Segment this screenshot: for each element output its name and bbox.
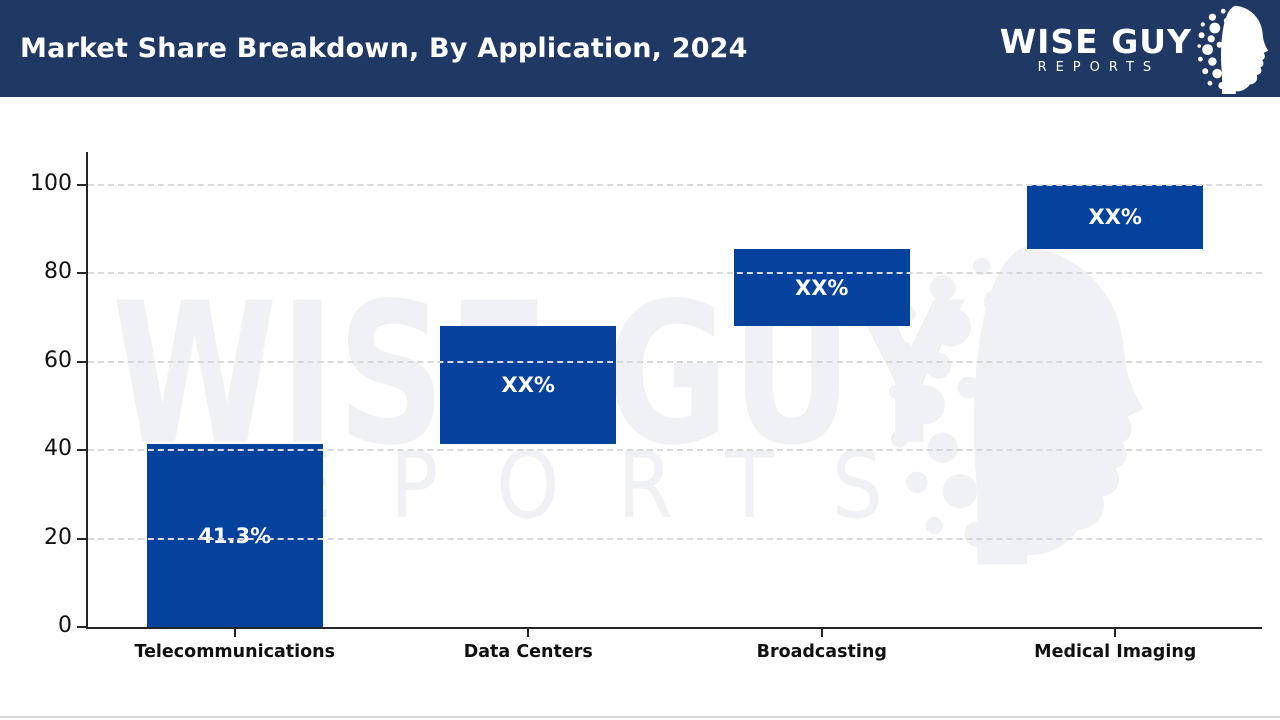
y-axis-tick bbox=[77, 449, 86, 452]
bottom-divider-line bbox=[0, 716, 1280, 718]
bar: XX% bbox=[1027, 185, 1204, 250]
bar: XX% bbox=[733, 249, 910, 327]
bar-value-label: XX% bbox=[1088, 205, 1142, 230]
bar-value-label: 41.3% bbox=[198, 523, 272, 548]
x-tick-label: Medical Imaging bbox=[1034, 642, 1197, 662]
logo-subtitle: REPORTS bbox=[1037, 59, 1161, 75]
y-axis-line bbox=[86, 152, 88, 629]
y-tick-label: 40 bbox=[44, 436, 72, 462]
x-tick-label: Telecommunications bbox=[134, 642, 336, 662]
grid-line bbox=[88, 184, 1262, 186]
x-axis-tick bbox=[233, 629, 236, 637]
y-axis-tick bbox=[77, 626, 86, 628]
grid-line bbox=[88, 360, 1262, 363]
bar: XX% bbox=[440, 326, 617, 445]
x-axis-tick bbox=[820, 629, 823, 637]
y-tick-label: 60 bbox=[44, 347, 72, 373]
grid-line bbox=[88, 272, 1262, 275]
x-tick-label: Data Centers bbox=[463, 642, 593, 662]
x-axis-tick bbox=[527, 629, 530, 637]
x-axis-line bbox=[86, 627, 1262, 629]
y-tick-label: 0 bbox=[58, 613, 72, 638]
x-axis-tick bbox=[1114, 629, 1117, 637]
bar: 41.3% bbox=[146, 444, 323, 627]
x-tick-label: Broadcasting bbox=[756, 642, 887, 662]
plot-area: 0 20 40 60 80 100 41.3% Telecommunications XX% Da… bbox=[30, 152, 1262, 662]
wise-guy-reports-logo: WISE GUY REPORTS bbox=[1000, 3, 1274, 95]
bar-value-label: XX% bbox=[501, 373, 555, 398]
y-axis-tick bbox=[77, 360, 86, 363]
y-tick-label: 20 bbox=[44, 524, 72, 550]
y-axis-tick bbox=[77, 272, 86, 275]
logo-head-icon bbox=[1197, 5, 1269, 94]
grid-line bbox=[88, 537, 1262, 540]
logo-text: WISE GUY REPORTS bbox=[1000, 25, 1192, 74]
y-axis-tick bbox=[77, 184, 86, 186]
y-tick-label: 100 bbox=[30, 171, 72, 196]
chart-title: Market Share Breakdown, By Application, … bbox=[20, 33, 748, 64]
logo-wordmark: WISE GUY bbox=[999, 21, 1192, 61]
y-tick-label: 80 bbox=[44, 259, 72, 285]
grid-line bbox=[88, 449, 1262, 452]
bar-value-label: XX% bbox=[795, 275, 849, 300]
header-bar: Market Share Breakdown, By Application, … bbox=[0, 0, 1280, 97]
y-axis-tick bbox=[77, 537, 86, 540]
